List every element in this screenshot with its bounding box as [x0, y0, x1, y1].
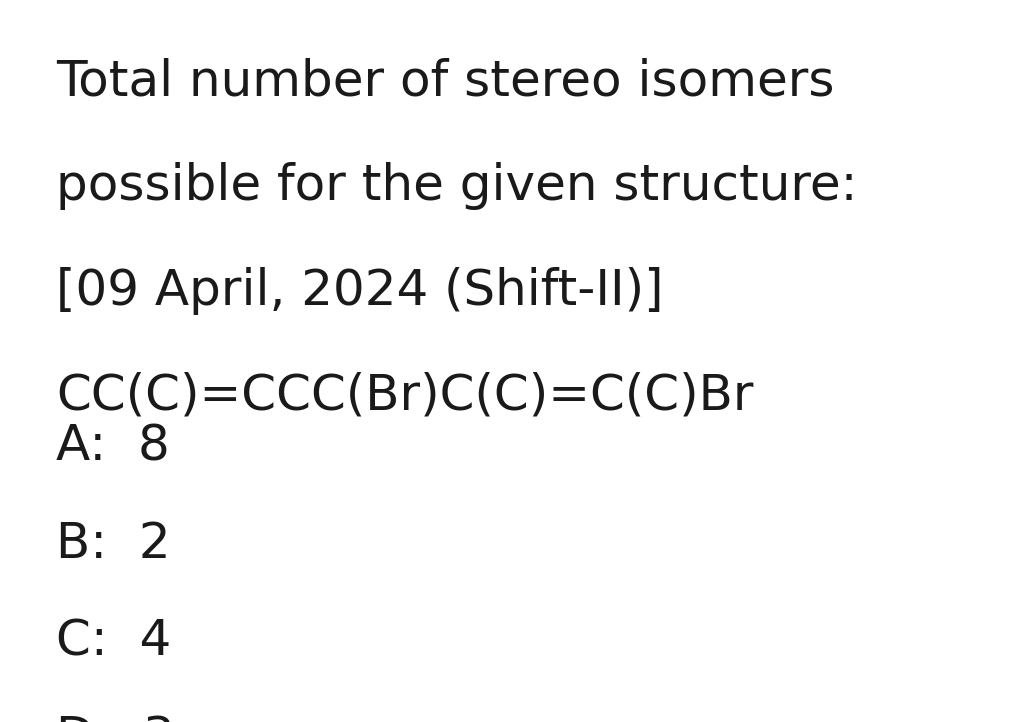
- Text: A:  8: A: 8: [56, 422, 170, 470]
- Text: D:  3: D: 3: [56, 715, 175, 722]
- Text: B:  2: B: 2: [56, 520, 171, 567]
- Text: [09 April, 2024 (Shift-II)]: [09 April, 2024 (Shift-II)]: [56, 267, 664, 315]
- Text: Total number of stereo isomers: Total number of stereo isomers: [56, 58, 835, 105]
- Text: CC(C)=CCC(Br)C(C)=C(C)Br: CC(C)=CCC(Br)C(C)=C(C)Br: [56, 372, 754, 419]
- Text: C:  4: C: 4: [56, 617, 172, 665]
- Text: possible for the given structure:: possible for the given structure:: [56, 162, 858, 210]
